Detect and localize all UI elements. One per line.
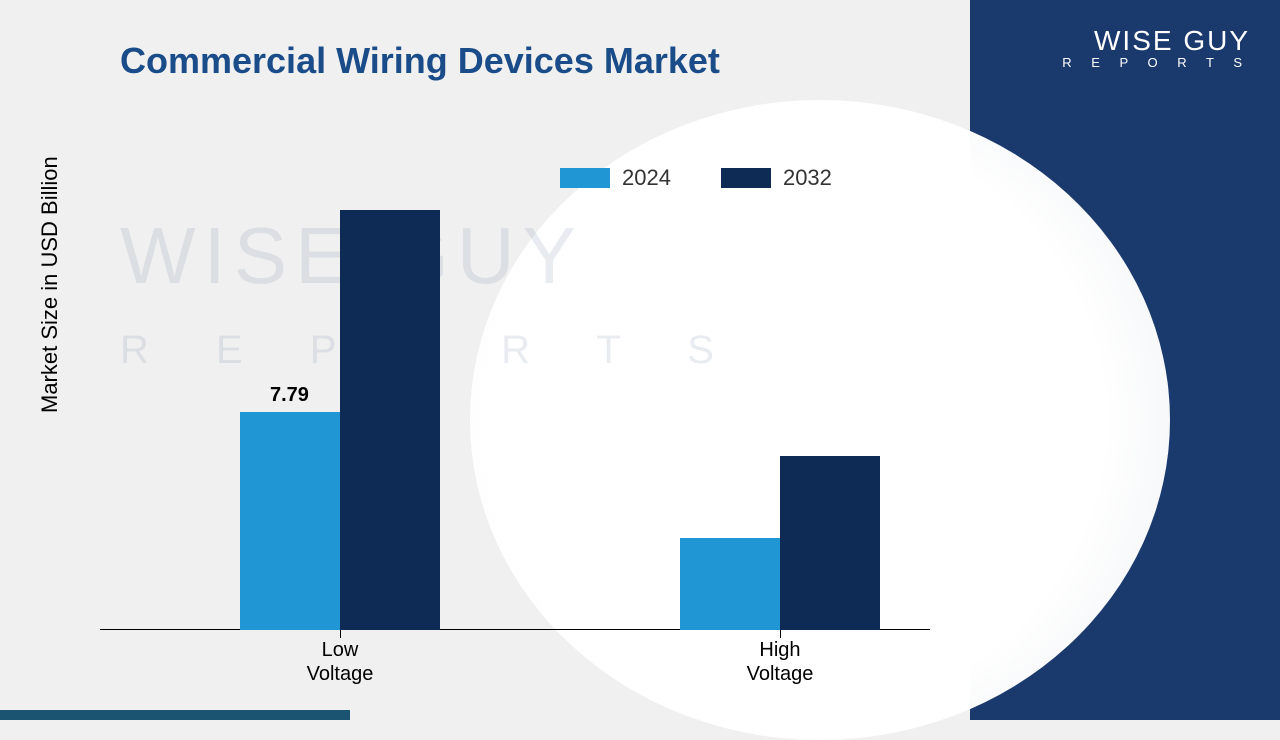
data-label: 7.79 [270, 384, 309, 407]
logo: WISE GUY R E P O R T S [1062, 25, 1250, 70]
bar-tick [780, 630, 781, 638]
legend-swatch-2024 [560, 168, 610, 188]
legend-swatch-2032 [721, 168, 771, 188]
bar [340, 210, 440, 630]
legend: 2024 2032 [560, 165, 832, 191]
chart-area: LowVoltage HighVoltage 7.79 [100, 210, 930, 630]
legend-item-2024: 2024 [560, 165, 671, 191]
y-axis-label: Market Size in USD Billion [37, 156, 63, 413]
legend-label-2024: 2024 [622, 165, 671, 191]
logo-sub: R E P O R T S [1062, 55, 1250, 70]
bar-group: HighVoltage [680, 456, 880, 630]
logo-main: WISE GUY [1062, 25, 1250, 57]
bar [240, 412, 340, 630]
x-axis-label: HighVoltage [720, 638, 840, 686]
bar-tick [340, 630, 341, 638]
x-axis-label: LowVoltage [280, 638, 400, 686]
chart-title: Commercial Wiring Devices Market [120, 40, 720, 82]
legend-label-2032: 2032 [783, 165, 832, 191]
bar [780, 456, 880, 630]
bar [680, 538, 780, 630]
bar-group: LowVoltage [240, 210, 440, 630]
bottom-bar [0, 710, 350, 720]
legend-item-2032: 2032 [721, 165, 832, 191]
